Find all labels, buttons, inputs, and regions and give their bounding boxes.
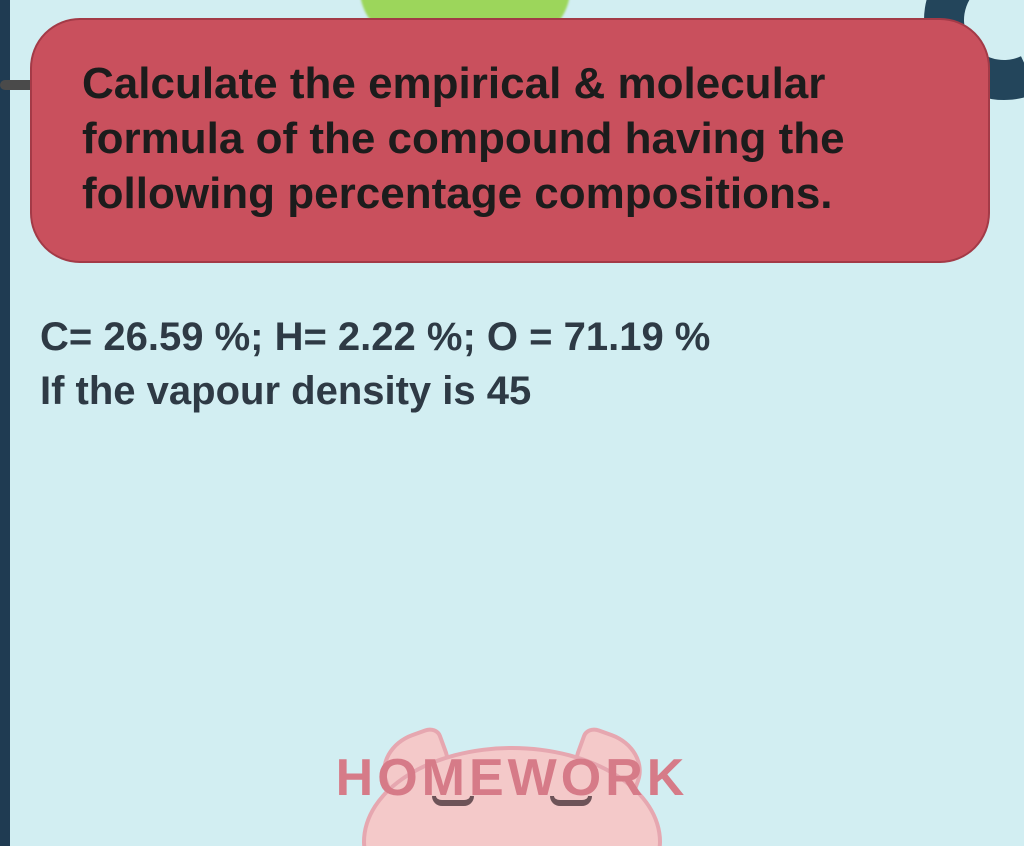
- composition-line: C= 26.59 %; H= 2.22 %; O = 71.19 %: [40, 310, 980, 364]
- left-edge-stripe: [0, 0, 10, 846]
- question-text: Calculate the empirical & molecular form…: [82, 56, 938, 221]
- question-card: Calculate the empirical & molecular form…: [30, 18, 990, 263]
- homework-label: HOMEWORK: [336, 748, 689, 808]
- vapour-density-line: If the vapour density is 45: [40, 364, 980, 418]
- composition-data: C= 26.59 %; H= 2.22 %; O = 71.19 % If th…: [40, 310, 980, 418]
